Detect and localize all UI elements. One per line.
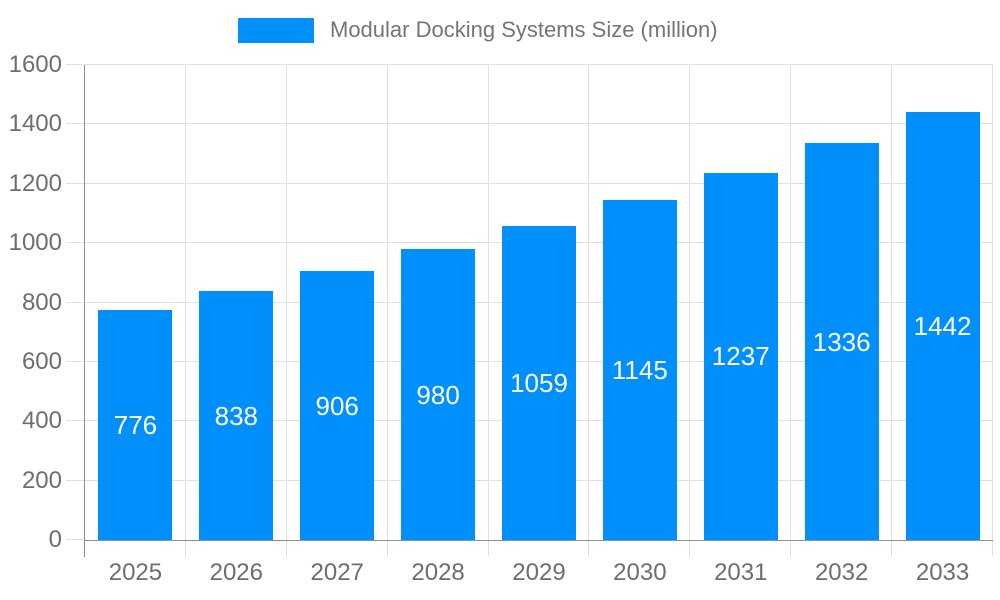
bar-value-label: 776 bbox=[113, 409, 158, 440]
gridline-vertical bbox=[891, 65, 893, 540]
y-axis-label: 1000 bbox=[8, 229, 62, 257]
legend: Modular Docking Systems Size (million) bbox=[238, 15, 718, 45]
x-axis-label: 2031 bbox=[714, 559, 768, 586]
bar-value-label: 906 bbox=[315, 390, 359, 421]
gridline-vertical bbox=[790, 65, 792, 540]
bar[interactable] bbox=[401, 249, 476, 540]
x-axis-label: 2033 bbox=[915, 559, 970, 586]
legend-swatch-icon bbox=[238, 17, 314, 43]
y-axis-tick bbox=[66, 301, 85, 303]
bar[interactable] bbox=[199, 291, 274, 540]
y-axis-label: 1200 bbox=[8, 169, 62, 197]
bar[interactable] bbox=[300, 271, 375, 540]
x-axis-tick bbox=[891, 540, 893, 557]
bar[interactable] bbox=[602, 200, 677, 540]
bar[interactable] bbox=[502, 225, 576, 540]
x-axis-label: 2032 bbox=[814, 559, 869, 586]
x-axis-tick bbox=[184, 540, 186, 557]
y-axis-tick bbox=[66, 123, 85, 125]
x-axis-tick bbox=[588, 540, 590, 557]
y-axis-tick bbox=[66, 360, 85, 362]
gridline-vertical bbox=[689, 65, 691, 540]
x-axis-label: 2025 bbox=[108, 559, 163, 586]
y-axis-tick bbox=[66, 479, 85, 481]
bar[interactable] bbox=[804, 143, 879, 540]
legend-label: Modular Docking Systems Size (million) bbox=[330, 17, 718, 42]
bar[interactable] bbox=[905, 111, 980, 540]
gridline-vertical bbox=[184, 65, 186, 540]
legend-item[interactable]: Modular Docking Systems Size (million) bbox=[238, 15, 718, 45]
y-axis-label: 0 bbox=[48, 526, 62, 553]
x-axis-label: 2026 bbox=[209, 559, 263, 586]
y-axis-tick bbox=[66, 420, 85, 422]
bar-value-label: 980 bbox=[416, 379, 460, 410]
y-axis-label: 1400 bbox=[8, 110, 62, 138]
x-axis-label: 2027 bbox=[310, 559, 364, 586]
x-axis-label: 2030 bbox=[613, 559, 667, 586]
x-axis-tick bbox=[285, 540, 287, 557]
x-axis-tick bbox=[790, 540, 792, 557]
gridline-vertical bbox=[285, 65, 287, 540]
y-axis-tick bbox=[66, 242, 85, 244]
y-axis-tick bbox=[66, 182, 85, 184]
x-axis-line bbox=[85, 540, 993, 541]
x-axis-label: 2028 bbox=[411, 559, 465, 586]
y-axis-label: 200 bbox=[21, 466, 62, 494]
gridline-vertical bbox=[487, 65, 489, 540]
bar[interactable] bbox=[98, 309, 173, 540]
plot-area: 0 200 400 600 800 1000 1200 1400 1600 776 2025 838 2… bbox=[9, 52, 993, 586]
bar-value-label: 1442 bbox=[913, 310, 972, 341]
y-axis-tick bbox=[66, 64, 85, 65]
gridline-horizontal bbox=[85, 123, 993, 125]
gridline-vertical bbox=[992, 65, 993, 540]
y-axis-line bbox=[84, 65, 85, 557]
y-axis-label: 600 bbox=[21, 347, 62, 375]
bar-value-label: 1237 bbox=[711, 341, 770, 372]
bar-value-label: 1059 bbox=[510, 367, 568, 398]
x-axis-tick bbox=[992, 540, 993, 557]
x-axis-tick bbox=[689, 540, 691, 557]
y-axis-label: 1600 bbox=[8, 51, 62, 78]
gridline-vertical bbox=[588, 65, 590, 540]
y-axis-label: 400 bbox=[21, 407, 62, 435]
bar-value-label: 1145 bbox=[611, 355, 668, 386]
bar-value-label: 838 bbox=[214, 400, 259, 431]
x-axis-label: 2029 bbox=[512, 559, 566, 586]
gridline-vertical bbox=[386, 65, 388, 540]
y-axis-tick bbox=[66, 539, 85, 540]
gridline-horizontal bbox=[85, 182, 993, 184]
bar-value-label: 1336 bbox=[812, 326, 871, 357]
x-axis-tick bbox=[386, 540, 388, 557]
bar[interactable] bbox=[703, 172, 778, 540]
y-axis-label: 800 bbox=[21, 288, 62, 316]
gridline-horizontal bbox=[85, 64, 993, 65]
x-axis-tick bbox=[487, 540, 489, 557]
